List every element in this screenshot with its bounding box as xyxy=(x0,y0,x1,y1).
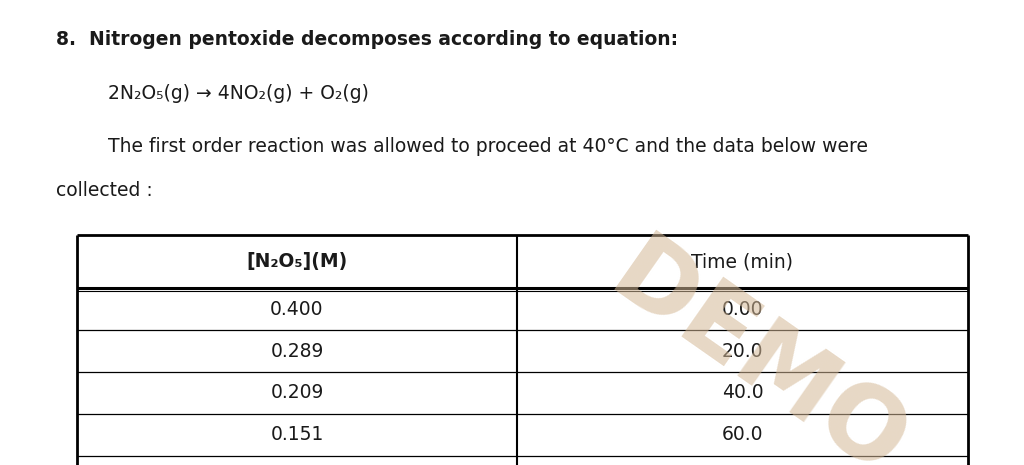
Text: The first order reaction was allowed to proceed at 40°C and the data below were: The first order reaction was allowed to … xyxy=(108,137,867,156)
Text: [N₂O₅](M): [N₂O₅](M) xyxy=(247,252,347,271)
Text: collected :: collected : xyxy=(56,181,153,200)
Text: 0.209: 0.209 xyxy=(270,384,324,402)
Text: Time (min): Time (min) xyxy=(691,252,794,271)
Text: 0.151: 0.151 xyxy=(270,425,324,444)
Text: 40.0: 40.0 xyxy=(722,384,763,402)
Text: 0.00: 0.00 xyxy=(722,300,763,319)
Text: 0.400: 0.400 xyxy=(270,300,324,319)
Text: 8.  Nitrogen pentoxide decomposes according to equation:: 8. Nitrogen pentoxide decomposes accordi… xyxy=(56,30,679,49)
Text: DEMO: DEMO xyxy=(593,226,923,465)
Text: 60.0: 60.0 xyxy=(722,425,763,444)
Text: 0.289: 0.289 xyxy=(270,342,324,360)
Text: 20.0: 20.0 xyxy=(722,342,763,360)
Text: 2N₂O₅(g) → 4NO₂(g) + O₂(g): 2N₂O₅(g) → 4NO₂(g) + O₂(g) xyxy=(108,84,369,103)
